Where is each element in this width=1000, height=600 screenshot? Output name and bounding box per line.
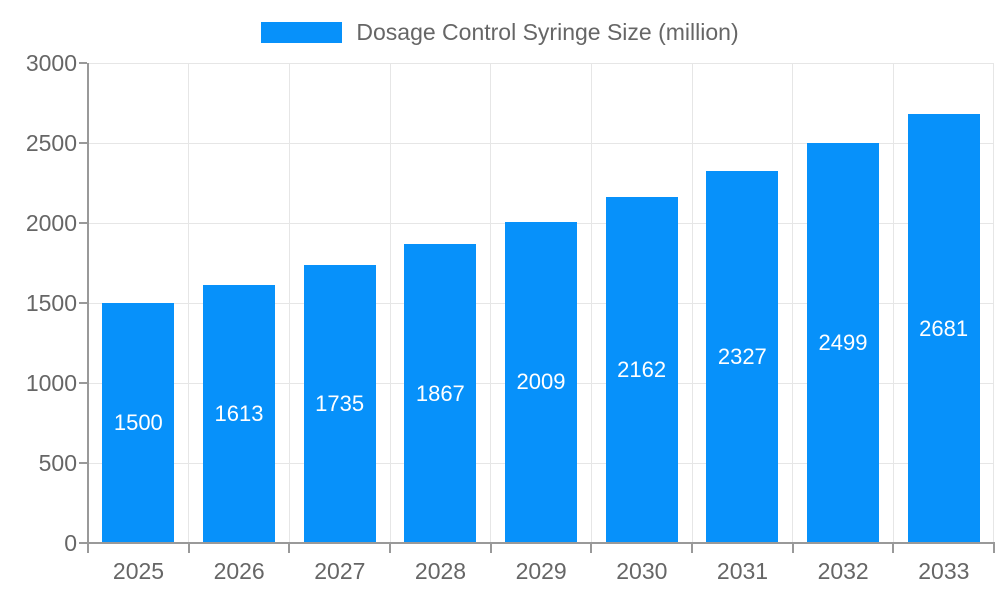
bar-value-label: 2162	[617, 357, 667, 383]
x-tick-label: 2027	[314, 558, 366, 584]
x-axis-tick	[691, 544, 693, 553]
y-axis-tick	[79, 382, 87, 384]
x-axis-tick	[389, 544, 391, 553]
bar-value-label: 2499	[818, 330, 868, 356]
x-tick-label: 2028	[414, 558, 467, 584]
y-axis-tick	[79, 302, 87, 304]
y-tick-label: 2500	[25, 130, 77, 156]
legend[interactable]: Dosage Control Syringe Size (million)	[0, 19, 1000, 46]
x-gridline	[691, 63, 693, 543]
y-gridline	[88, 142, 994, 144]
y-axis-tick	[79, 142, 87, 144]
x-gridline	[490, 63, 492, 543]
x-gridline	[590, 63, 592, 543]
y-tick-label: 3000	[25, 50, 77, 76]
x-axis-tick	[489, 544, 492, 553]
y-tick-label: 1000	[25, 370, 77, 396]
bar: 1613	[203, 284, 275, 543]
y-tick-label: 500	[38, 450, 77, 476]
y-axis-line	[87, 63, 89, 551]
bar: 2009	[505, 221, 577, 543]
bar-value-label: 2009	[516, 369, 566, 395]
x-tick-label: 2032	[817, 558, 869, 584]
y-axis-tick	[79, 62, 87, 64]
bar: 2327	[706, 170, 779, 543]
legend-swatch[interactable]	[261, 22, 343, 43]
x-tick-label: 2033	[918, 558, 970, 584]
x-axis-tick	[590, 544, 593, 553]
x-axis-tick	[87, 544, 89, 553]
x-axis-tick	[892, 544, 895, 553]
legend-label: Dosage Control Syringe Size (million)	[356, 19, 739, 45]
bar-value-label: 2327	[717, 343, 767, 369]
bar: 2162	[605, 197, 678, 543]
bar: 1500	[102, 303, 175, 543]
x-axis-tick	[791, 544, 794, 553]
x-gridline	[389, 63, 391, 543]
x-axis-line	[79, 542, 995, 544]
x-gridline	[792, 63, 794, 543]
bar-value-label: 1735	[315, 391, 365, 417]
y-axis-tick	[79, 462, 87, 464]
bar-value-label: 1867	[415, 380, 465, 406]
x-axis-tick	[993, 544, 995, 553]
y-axis-tick	[79, 222, 87, 224]
bar-value-label: 1613	[214, 400, 264, 426]
x-axis-tick	[187, 544, 190, 553]
x-tick-label: 2025	[112, 558, 165, 584]
y-tick-label: 0	[64, 530, 77, 556]
x-tick-label: 2026	[213, 558, 265, 584]
bar: 1867	[404, 244, 477, 543]
plot-area: 1500 1613 1735 1867 2009 2162 2327 2499 2681 0 50…	[26, 50, 995, 584]
bar: 2499	[807, 143, 879, 543]
y-tick-label: 2000	[25, 210, 77, 236]
x-gridline	[892, 63, 894, 543]
x-axis-tick	[288, 544, 291, 553]
bar: 2681	[907, 114, 980, 543]
bar: 1735	[303, 265, 376, 543]
x-tick-label: 2030	[616, 558, 668, 584]
y-tick-label: 1500	[25, 290, 77, 316]
x-gridline	[188, 63, 190, 543]
y-axis-tick	[79, 542, 87, 544]
x-tick-label: 2031	[716, 558, 769, 584]
bar-value-label: 2681	[919, 315, 969, 341]
y-gridline	[88, 62, 994, 64]
x-gridline	[993, 63, 994, 543]
x-tick-label: 2029	[515, 558, 567, 584]
bar-value-label: 1500	[113, 410, 163, 435]
x-gridline	[288, 63, 290, 543]
